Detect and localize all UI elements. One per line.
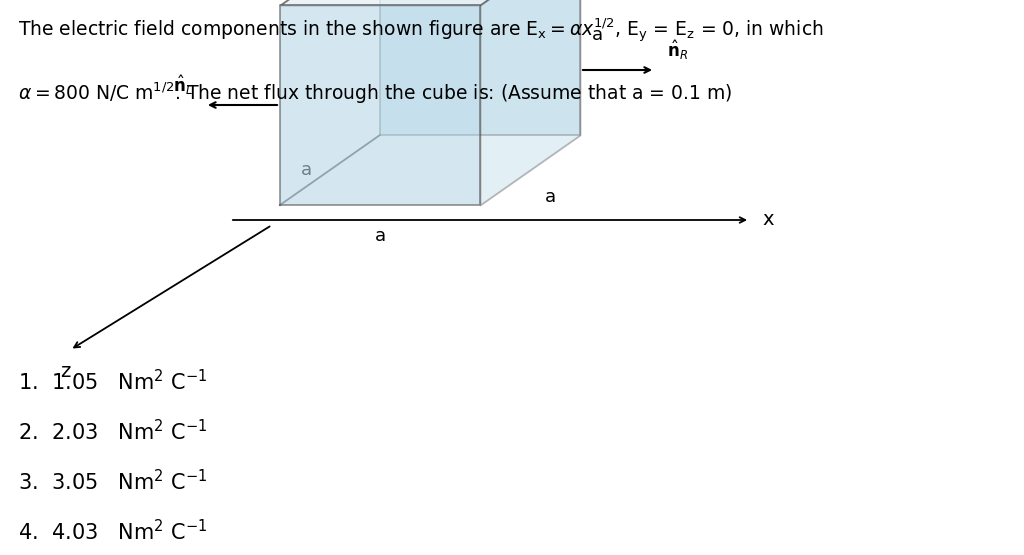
Text: The electric field components in the shown figure are $\mathrm{E_x} = \alpha x^{: The electric field components in the sho… [18, 17, 824, 44]
Text: 4.  4.03   Nm$^2$ C$^{-1}$: 4. 4.03 Nm$^2$ C$^{-1}$ [18, 519, 208, 544]
Text: $\hat{\mathbf{n}}_R$: $\hat{\mathbf{n}}_R$ [667, 38, 688, 62]
Text: 2.  2.03   Nm$^2$ C$^{-1}$: 2. 2.03 Nm$^2$ C$^{-1}$ [18, 419, 208, 444]
Text: $\alpha = 800$ N/C m$^{1/2}$. The net flux through the cube is: (Assume that a =: $\alpha = 800$ N/C m$^{1/2}$. The net fl… [18, 80, 733, 106]
Text: a: a [592, 26, 603, 44]
Text: a: a [375, 227, 386, 245]
Text: 3.  3.05   Nm$^2$ C$^{-1}$: 3. 3.05 Nm$^2$ C$^{-1}$ [18, 469, 208, 494]
Text: a: a [301, 161, 312, 179]
Text: z: z [59, 362, 71, 381]
Text: x: x [762, 210, 773, 230]
Text: a: a [545, 188, 556, 206]
Text: 1.  1.05   Nm$^2$ C$^{-1}$: 1. 1.05 Nm$^2$ C$^{-1}$ [18, 369, 208, 394]
Text: $\hat{\mathbf{n}}_L$: $\hat{\mathbf{n}}_L$ [173, 73, 193, 97]
